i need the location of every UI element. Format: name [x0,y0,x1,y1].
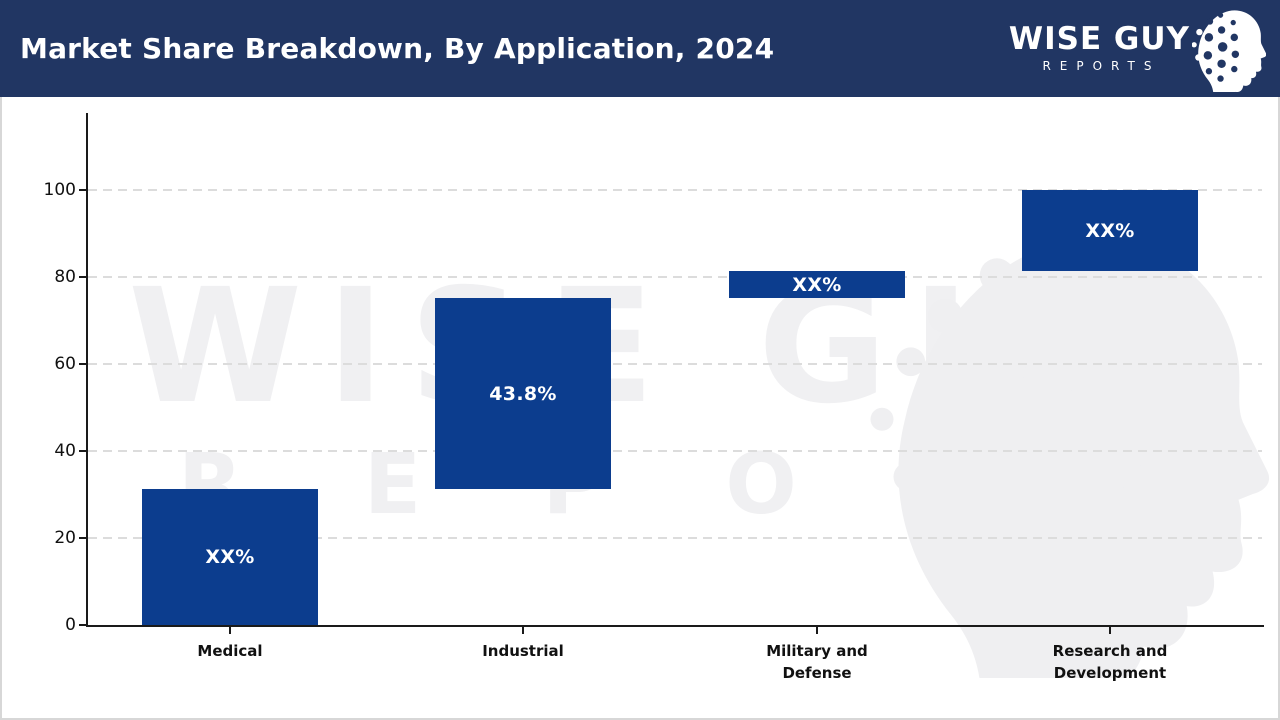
bar-military-and-defense: XX% [729,271,905,299]
wiseguy-logo-wordmark: WISE GUY [1008,21,1190,57]
gridline-y60 [88,363,1262,365]
page-border-left [0,97,2,720]
x-tick-mark [522,627,524,634]
x-axis-spine [86,625,1264,627]
bar-value-label: XX% [792,273,842,296]
y-tick-mark [79,276,86,278]
wiseguy-logo-text: WISE GUY REPORTS [1008,21,1190,74]
x-tick-label: Military and Defense [766,642,868,682]
x-tick-mark [816,627,818,634]
x-tick-label: Industrial [482,642,564,660]
gridline-y40 [88,450,1262,452]
page-title: Market Share Breakdown, By Application, … [20,32,775,65]
bar-research-and-development: XX% [1022,190,1198,272]
bar-medical: XX% [142,488,318,625]
report-header: Market Share Breakdown, By Application, … [0,0,1280,97]
gridline-y20 [88,537,1262,539]
y-tick-mark [79,189,86,191]
wiseguy-logo-subtitle: REPORTS [1042,59,1161,73]
y-tick-label: 20 [54,528,76,548]
y-tick-label: 80 [54,267,76,287]
gridline-y100 [88,189,1262,191]
bar-value-label: XX% [205,545,255,568]
page-border-right [1278,97,1280,720]
bar-value-label: 43.8% [489,382,557,405]
bar-value-label: XX% [1085,219,1135,242]
wiseguy-head-icon [1192,9,1266,92]
bar-industrial: 43.8% [435,298,611,489]
wiseguy-logo: WISE GUY REPORTS [1009,6,1266,92]
x-tick-mark [1109,627,1111,634]
page-border-bottom [0,718,1280,720]
y-tick-label: 0 [65,615,76,635]
y-tick-mark [79,624,86,626]
y-tick-mark [79,537,86,539]
y-tick-mark [79,450,86,452]
x-tick-mark [229,627,231,634]
watermark-head-icon [870,237,1270,678]
y-tick-label: 40 [54,441,76,461]
x-tick-label: Medical [197,642,263,660]
gridline-y80 [88,276,1262,278]
y-tick-label: 60 [54,354,76,374]
x-tick-label: Research and Development [1052,642,1168,682]
y-tick-label: 100 [43,180,76,200]
y-tick-mark [79,363,86,365]
y-axis-spine [86,113,88,626]
